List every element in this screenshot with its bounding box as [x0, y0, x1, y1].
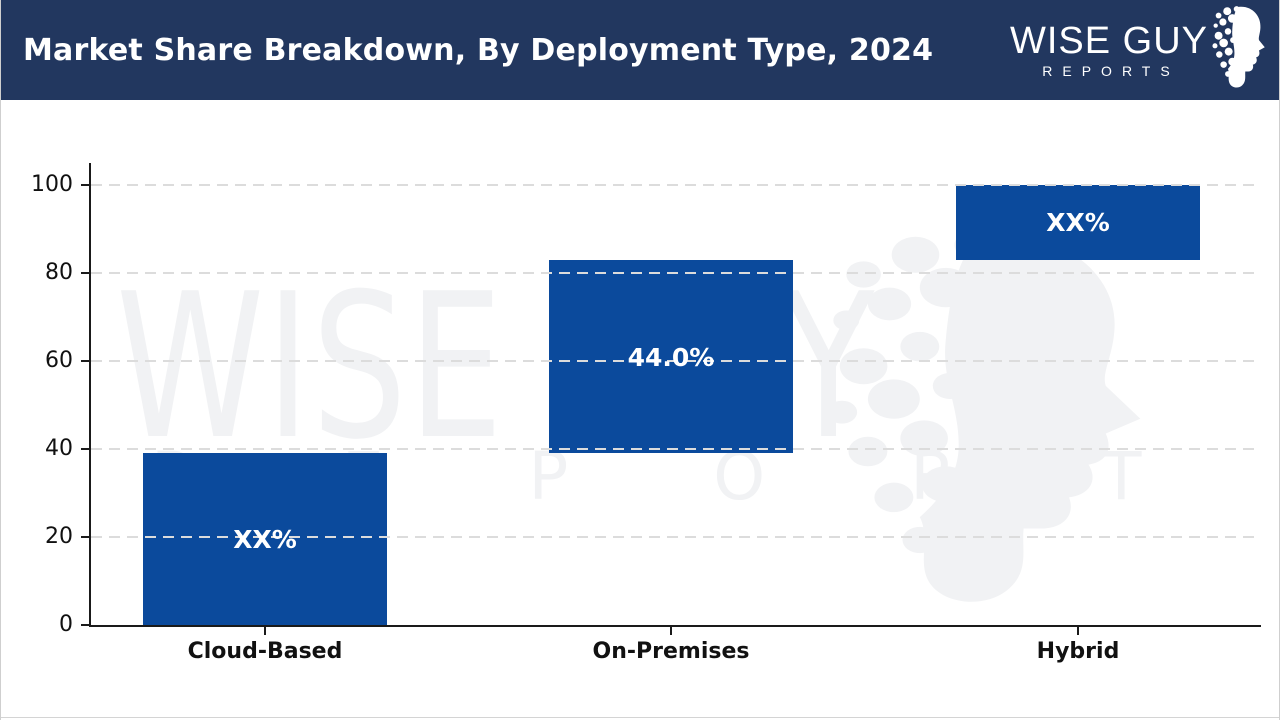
y-tick-label-60: 60 [45, 348, 73, 373]
bar-on-premises [549, 259, 793, 454]
page-title: Market Share Breakdown, By Deployment Ty… [23, 32, 934, 68]
bar-hybrid [956, 185, 1200, 260]
y-tick-label-100: 100 [31, 172, 73, 197]
brand-subtitle: REPORTS [1042, 63, 1180, 79]
watermark-head-icon [826, 222, 1149, 626]
y-tick-label-80: 80 [45, 260, 73, 285]
brand-wordmark: WISE GUY [1009, 20, 1208, 62]
x-tick-label-1: Cloud-Based [187, 639, 343, 664]
y-tick-label-20: 20 [45, 524, 73, 549]
gridline-80 [91, 272, 1259, 274]
brand-logo-text: WISE GUY REPORTS [1010, 22, 1208, 78]
x-tick-mark-3 [1077, 627, 1079, 635]
x-tick-label-2: On-Premises [592, 639, 750, 664]
y-tick-label-0: 0 [59, 612, 73, 637]
x-axis-spine [89, 625, 1261, 627]
bar-value-label: 44.0% [627, 342, 715, 372]
gridline-20 [91, 536, 1259, 538]
y-tick-mark-100 [81, 184, 89, 186]
gridline-100 [91, 184, 1259, 186]
y-tick-mark-0 [81, 624, 89, 626]
gridline-40 [91, 448, 1259, 450]
x-tick-mark-1 [264, 627, 266, 635]
y-axis-spine [89, 163, 91, 627]
x-tick-mark-2 [670, 627, 672, 635]
bar-cloud-based [143, 453, 387, 625]
y-tick-mark-20 [81, 536, 89, 538]
y-tick-mark-40 [81, 448, 89, 450]
dotted-head-icon [1212, 4, 1267, 96]
brand-logo: WISE GUY REPORTS [1010, 4, 1279, 96]
y-tick-mark-60 [81, 360, 89, 362]
y-tick-label-40: 40 [45, 436, 73, 461]
bottom-border-line [1, 717, 1279, 718]
y-tick-mark-80 [81, 272, 89, 274]
bar-value-label: XX% [233, 525, 297, 555]
gridline-60 [91, 360, 1259, 362]
x-tick-label-3: Hybrid [1036, 639, 1120, 664]
bar-value-label: XX% [1046, 208, 1110, 238]
header-bar: Market Share Breakdown, By Deployment Ty… [1, 0, 1279, 100]
